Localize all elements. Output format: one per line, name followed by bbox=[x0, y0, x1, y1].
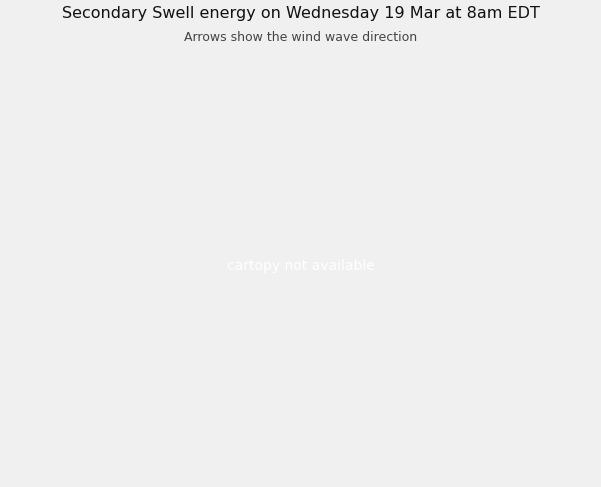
Text: Arrows show the wind wave direction: Arrows show the wind wave direction bbox=[184, 31, 417, 44]
Text: Secondary Swell energy on Wednesday 19 Mar at 8am EDT: Secondary Swell energy on Wednesday 19 M… bbox=[61, 6, 540, 21]
Text: cartopy not available: cartopy not available bbox=[227, 259, 374, 273]
